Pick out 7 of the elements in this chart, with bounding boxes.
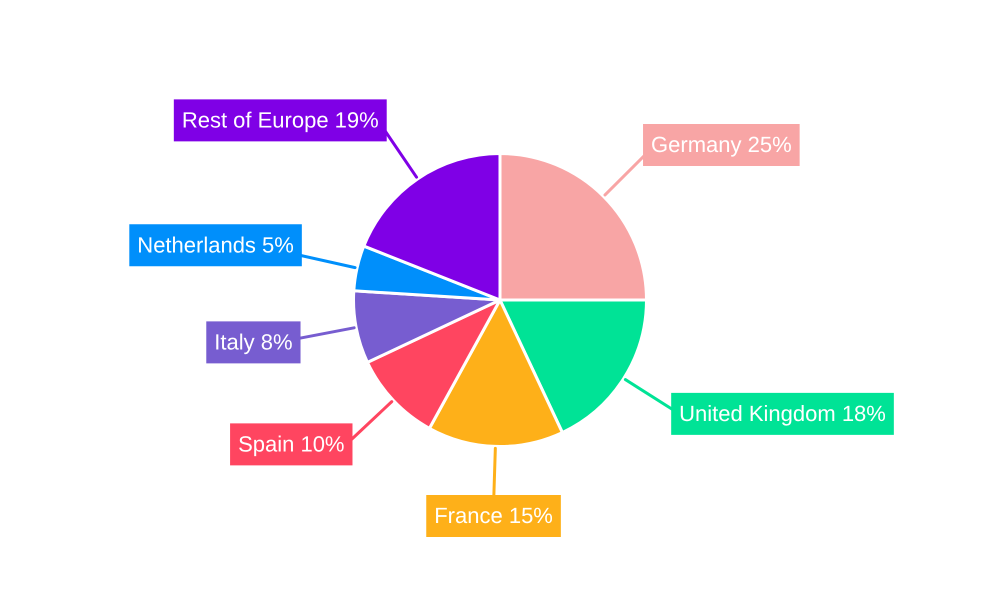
slice-label: France 15% <box>434 503 553 528</box>
slice-label: Italy 8% <box>214 329 293 354</box>
slice-label: Rest of Europe 19% <box>182 107 379 132</box>
slice-label: Germany 25% <box>651 132 792 158</box>
slice-label: Netherlands 5% <box>137 232 294 258</box>
slice-label: United Kingdom 18% <box>679 400 886 426</box>
slice-label: Spain 10% <box>238 431 344 456</box>
